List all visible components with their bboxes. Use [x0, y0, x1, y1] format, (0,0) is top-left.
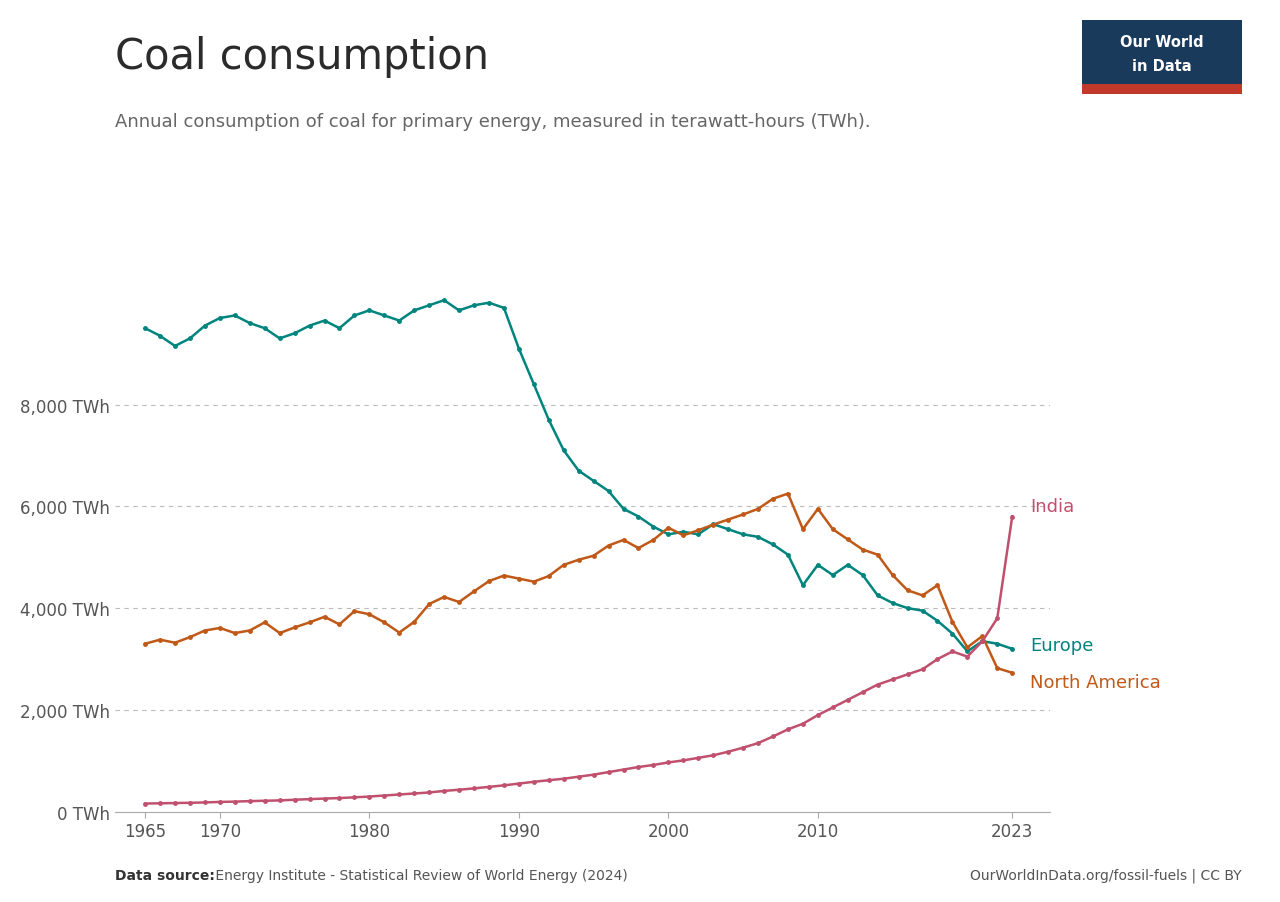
Text: OurWorldInData.org/fossil-fuels | CC BY: OurWorldInData.org/fossil-fuels | CC BY	[970, 868, 1242, 882]
Text: Annual consumption of coal for primary energy, measured in terawatt-hours (TWh).: Annual consumption of coal for primary e…	[115, 113, 870, 131]
Text: in Data: in Data	[1132, 60, 1192, 74]
Text: North America: North America	[1030, 673, 1161, 691]
Text: Coal consumption: Coal consumption	[115, 36, 489, 78]
Text: Data source:: Data source:	[115, 868, 215, 882]
Text: Our World: Our World	[1120, 35, 1203, 51]
Text: Energy Institute - Statistical Review of World Energy (2024): Energy Institute - Statistical Review of…	[211, 868, 628, 882]
Text: India: India	[1030, 498, 1074, 516]
Text: Europe: Europe	[1030, 636, 1093, 654]
